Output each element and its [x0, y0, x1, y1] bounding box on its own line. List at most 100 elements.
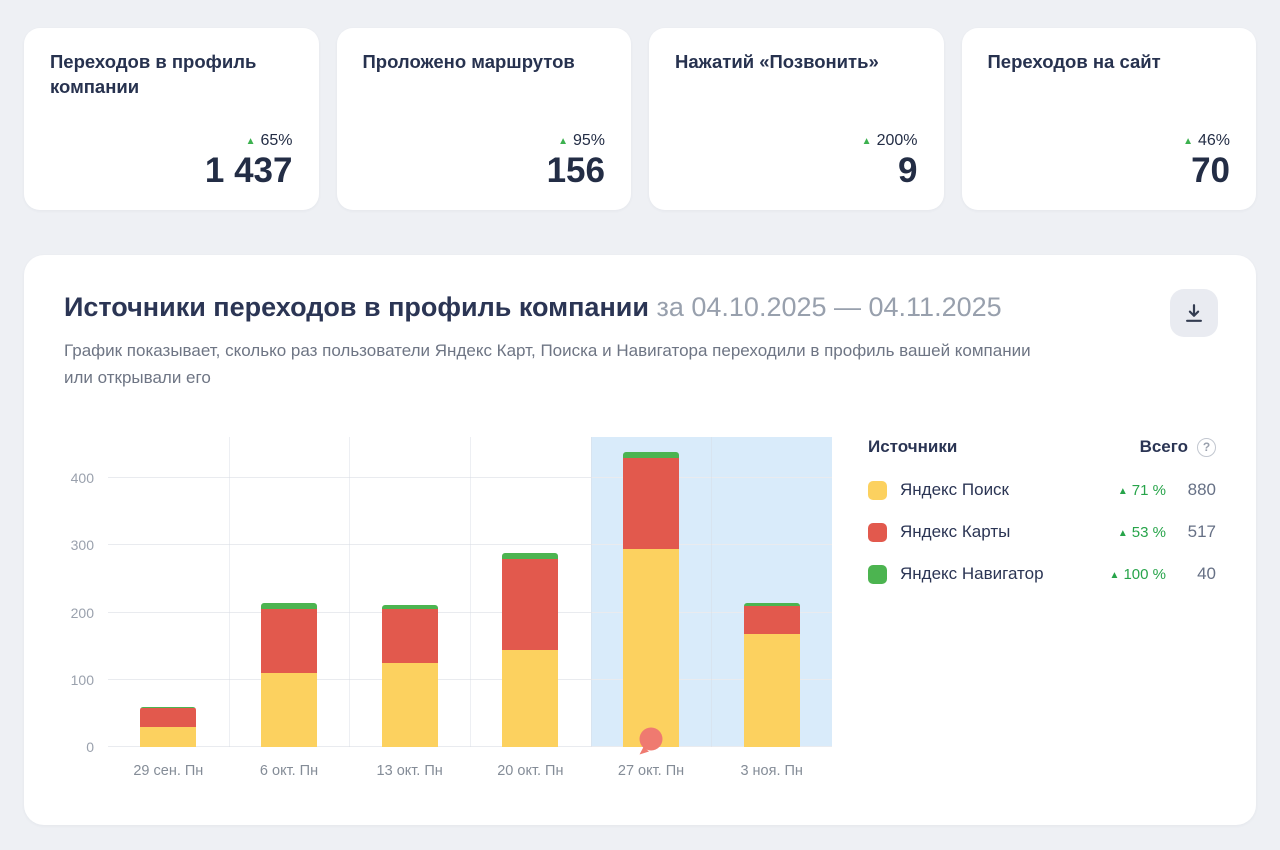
sources-card: Источники переходов в профиль компании з… — [24, 255, 1256, 825]
legend-item-maps[interactable]: Яндекс Карты ▲ 53 % 517 — [868, 511, 1216, 553]
bar-segment — [140, 707, 197, 709]
bar-29 сен. Пн[interactable] — [140, 707, 197, 748]
period-label: за 04.10.2025 — 04.11.2025 — [656, 292, 1002, 322]
x-tick-label: 20 окт. Пн — [497, 763, 564, 780]
chart-legend: Источники Всего ? Яндекс Поиск ▲ 71 % 880… — [832, 437, 1216, 779]
bar-segment — [381, 604, 438, 610]
up-arrow-icon: ▲ — [558, 136, 568, 148]
bar-segment — [140, 708, 197, 728]
bar-segment — [743, 605, 800, 635]
bar-segment — [381, 663, 438, 748]
up-arrow-icon: ▲ — [1109, 569, 1120, 581]
stat-title: Переходов на сайт — [987, 51, 1161, 72]
bar-segment — [502, 553, 559, 559]
legend-sources-header: Источники — [868, 437, 958, 457]
series-swatch-green — [868, 564, 887, 584]
up-arrow-icon: ▲ — [1183, 136, 1193, 148]
y-tick-label: 300 — [70, 537, 94, 554]
x-tick-label: 3 ноя. Пн — [740, 763, 803, 780]
help-icon[interactable]: ? — [1197, 437, 1216, 457]
x-tick-label: 13 окт. Пн — [376, 763, 443, 780]
stat-value: 156 — [546, 151, 605, 191]
gridline — [108, 544, 832, 546]
x-tick-label: 27 окт. Пн — [617, 763, 685, 780]
gridline — [108, 746, 832, 748]
y-axis: 0 100 200 300 400 — [64, 437, 108, 756]
up-arrow-icon: ▲ — [861, 136, 872, 148]
bar-segment — [502, 649, 559, 748]
stat-delta: ▲ 95% — [558, 132, 605, 150]
stat-card-calls: Нажатий «Позвонить» ▲ 200% 9 — [649, 28, 944, 210]
stat-card-routes: Проложено маршрутов ▲ 95% 156 — [336, 28, 631, 210]
stat-delta: ▲ 200% — [861, 132, 918, 150]
event-pin-marker[interactable] — [637, 726, 665, 761]
bar-20 окт. Пн[interactable] — [502, 553, 559, 748]
bar-segment — [140, 727, 197, 748]
bar-segment — [623, 451, 679, 458]
gridline — [108, 611, 832, 613]
stat-title: Нажатий «Позвонить» — [675, 51, 879, 72]
bar-segment — [502, 558, 559, 650]
bar-segment — [743, 634, 800, 748]
x-tick-label: 6 окт. Пн — [259, 763, 319, 780]
stat-bottom: ▲ 95% 156 — [363, 132, 605, 191]
bar-segment — [623, 457, 679, 549]
sources-title: Источники переходов в профиль компании — [64, 292, 649, 322]
stat-value: 70 — [1191, 151, 1230, 191]
series-swatch-red — [868, 522, 887, 542]
stat-bottom: ▲ 65% 1 437 — [50, 132, 293, 190]
bar-segment — [623, 548, 679, 748]
chart-row: 0 100 200 300 400 29 сен. Пн 6 окт. Пн 13 окт.… — [64, 437, 1216, 779]
bar-6 окт. Пн[interactable] — [261, 602, 317, 748]
y-tick-label: 200 — [70, 604, 94, 621]
v-gridline — [349, 437, 351, 748]
gridline — [108, 679, 832, 681]
bar-13 окт. Пн[interactable] — [381, 604, 438, 748]
stat-title: Переходов в профиль компании — [50, 51, 257, 97]
x-tick-label: 29 сен. Пн — [133, 763, 204, 780]
series-total: 517 — [1187, 522, 1216, 542]
stat-delta: ▲ 46% — [1183, 132, 1230, 150]
legend-item-navigator[interactable]: Яндекс Навигатор ▲ 100 % 40 — [868, 553, 1216, 595]
chart-description: График показывает, сколько раз пользоват… — [64, 340, 1031, 387]
stat-value: 9 — [898, 151, 918, 191]
v-gridline — [228, 437, 230, 748]
bar-segment — [743, 602, 800, 606]
series-total: 880 — [1187, 480, 1216, 500]
v-gridline — [470, 437, 471, 748]
stats-row: Переходов в профиль компании ▲ 65% 1 437 … — [24, 28, 1256, 210]
download-button[interactable] — [1170, 289, 1218, 337]
stat-delta: ▲ 65% — [245, 132, 293, 150]
bar-27 окт. Пн[interactable] — [623, 451, 679, 748]
v-gridline — [590, 437, 592, 748]
series-total: 40 — [1197, 564, 1216, 584]
stat-bottom: ▲ 200% 9 — [675, 132, 918, 190]
y-tick-label: 400 — [70, 469, 94, 486]
chart-plot[interactable] — [108, 437, 832, 755]
x-axis: 29 сен. Пн 6 окт. Пн 13 окт. Пн 20 окт. Пн 2… — [108, 763, 832, 779]
up-arrow-icon: ▲ — [245, 136, 256, 148]
stat-value: 1 437 — [204, 151, 293, 191]
up-arrow-icon: ▲ — [1117, 485, 1128, 497]
bar-segment — [381, 609, 438, 664]
v-gridline — [711, 437, 713, 748]
stat-title: Проложено маршрутов — [362, 51, 575, 72]
gridline — [108, 476, 832, 478]
y-tick-label: 100 — [70, 672, 94, 689]
series-swatch-yellow — [868, 480, 887, 500]
stat-card-site-visits: Переходов на сайт ▲ 46% 70 — [961, 28, 1256, 210]
bar-3 ноя. Пн[interactable] — [743, 602, 800, 748]
download-icon — [1183, 302, 1205, 324]
page-title: Источники переходов в профиль компании з… — [64, 291, 1216, 325]
up-arrow-icon: ▲ — [1117, 527, 1128, 539]
bar-segment — [261, 602, 317, 610]
legend-item-search[interactable]: Яндекс Поиск ▲ 71 % 880 — [868, 469, 1216, 511]
stat-card-profile-visits: Переходов в профиль компании ▲ 65% 1 437 — [24, 28, 319, 210]
bar-segment — [261, 609, 317, 674]
stat-bottom: ▲ 46% 70 — [988, 132, 1230, 191]
legend-total-header: Всего — [1139, 437, 1188, 457]
bar-segment — [261, 673, 317, 748]
stacked-bar-chart: 0 100 200 300 400 29 сен. Пн 6 окт. Пн 13 окт.… — [64, 437, 832, 779]
y-tick-label: 0 — [86, 739, 94, 756]
